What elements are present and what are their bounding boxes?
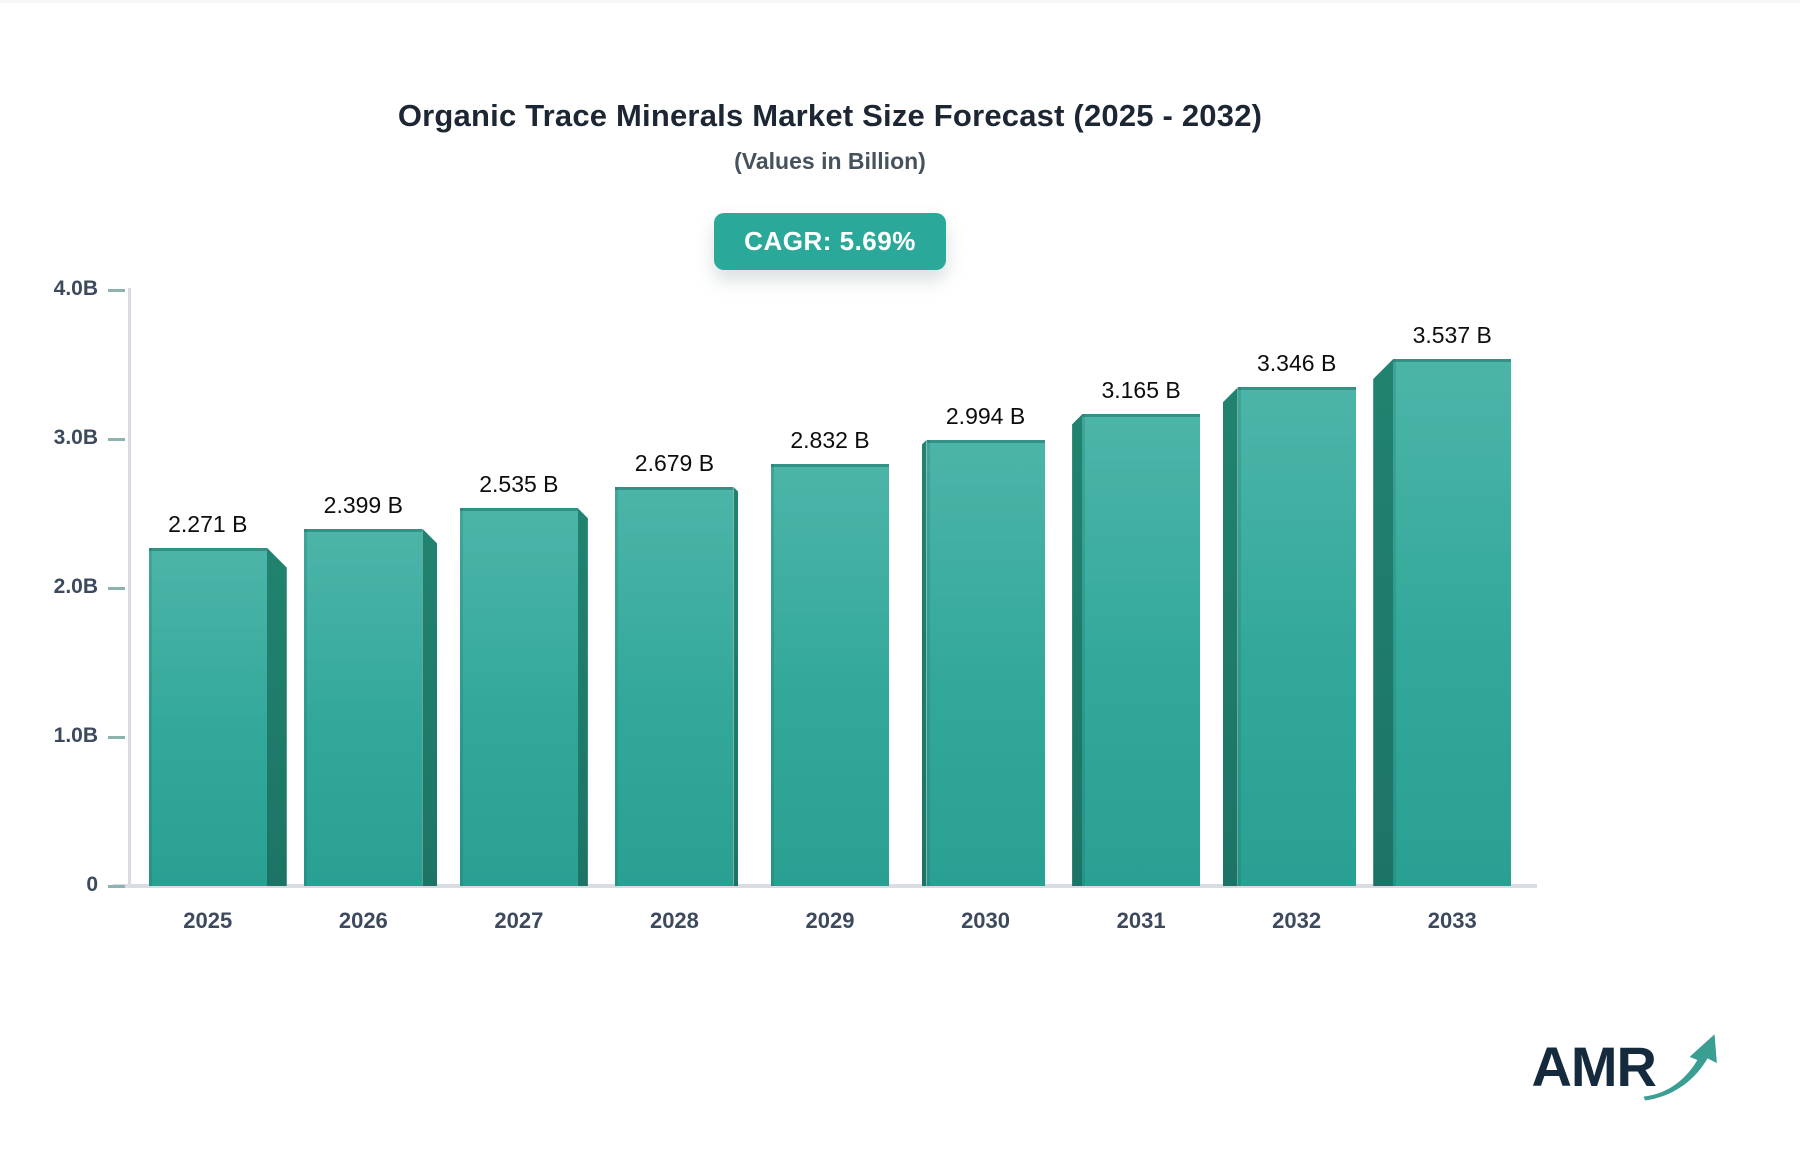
- bar-2026[interactable]: [304, 528, 423, 886]
- bar-side-face-2026: [422, 528, 438, 886]
- x-tick-label: 2033: [1427, 908, 1477, 933]
- chart-title: Organic Trace Minerals Market Size Forec…: [397, 98, 1263, 133]
- y-tick-dash: [108, 735, 125, 739]
- amr-logo-text: AMR: [1531, 1035, 1657, 1098]
- chart-header: Organic Trace Minerals Market Size Forec…: [0, 0, 1660, 270]
- bar-2025[interactable]: [148, 547, 267, 886]
- bar-group-2033: 3.537 B 2033: [1373, 290, 1530, 933]
- bar-group-2025: 2.271 B 2025: [130, 290, 287, 933]
- bar-2027[interactable]: [459, 508, 578, 886]
- x-axis-line: [113, 884, 1537, 888]
- bar-side-face-2032: [1222, 387, 1238, 886]
- y-tick-label: 1.0B: [53, 724, 98, 747]
- y-tick-dash: [108, 288, 125, 292]
- bar-group-2026: 2.399 B 2026: [286, 290, 442, 933]
- bar-group-2028: 2.679 B 2028: [597, 290, 753, 933]
- cagr-badge: CAGR: 5.69%: [714, 213, 946, 270]
- y-tick-label: 3.0B: [53, 426, 98, 449]
- y-axis-line: [128, 288, 131, 886]
- y-tick-dash: [108, 437, 125, 441]
- bar-2031[interactable]: [1082, 414, 1201, 886]
- x-tick-label: 2030: [961, 908, 1011, 933]
- bar-group-2032: 3.346 B 2032: [1219, 290, 1375, 933]
- bar-group-2030: 2.994 B 2030: [908, 290, 1064, 933]
- bar-value-label: 2.271 B: [168, 510, 248, 537]
- y-tick-dash: [108, 884, 125, 888]
- bar-2032[interactable]: [1237, 387, 1356, 886]
- bar-value-label: 2.994 B: [945, 402, 1026, 429]
- bar-group-2029: 2.832 B 2029: [752, 290, 908, 933]
- bar-value-label: 2.679 B: [634, 449, 715, 476]
- bar-value-label: 2.535 B: [479, 471, 559, 498]
- y-tick-label: 2.0B: [53, 575, 98, 598]
- bar-2030[interactable]: [926, 439, 1045, 886]
- x-tick-label: 2028: [649, 908, 699, 933]
- bar-value-label: 3.346 B: [1257, 350, 1337, 377]
- x-tick-label: 2032: [1272, 908, 1322, 933]
- chart-subtitle: (Values in Billion): [734, 148, 926, 174]
- bar-2028[interactable]: [615, 486, 734, 886]
- x-tick-label: 2025: [183, 908, 233, 933]
- bar-2033[interactable]: [1393, 359, 1512, 886]
- bar-side-face-2030: [921, 439, 927, 886]
- bar-group-2027: 2.535 B 2027: [441, 290, 597, 933]
- bar-side-face-2028: [733, 486, 739, 886]
- bar-2029[interactable]: [770, 464, 889, 886]
- bar-side-face-2033: [1373, 359, 1394, 886]
- bar-side-face-2031: [1072, 414, 1083, 886]
- y-tick-dash: [108, 586, 125, 590]
- bar-value-label: 2.832 B: [790, 427, 870, 454]
- growth-arrow-icon: [1642, 1031, 1720, 1108]
- x-tick-label: 2027: [494, 908, 544, 933]
- y-tick-label: 4.0B: [53, 277, 98, 300]
- bar-side-face-2025: [266, 547, 287, 886]
- bar-value-label: 3.165 B: [1101, 377, 1181, 404]
- bar-value-label: 3.537 B: [1412, 322, 1492, 348]
- bar-group-2031: 3.165 B 2031: [1063, 290, 1219, 933]
- x-tick-label: 2029: [805, 908, 855, 933]
- y-tick-label: 0: [86, 873, 98, 896]
- bar-value-label: 2.399 B: [323, 491, 403, 518]
- amr-logo: AMR: [1531, 1025, 1720, 1108]
- x-tick-label: 2031: [1116, 908, 1166, 933]
- x-tick-label: 2026: [338, 908, 388, 933]
- bar-side-face-2027: [577, 508, 588, 886]
